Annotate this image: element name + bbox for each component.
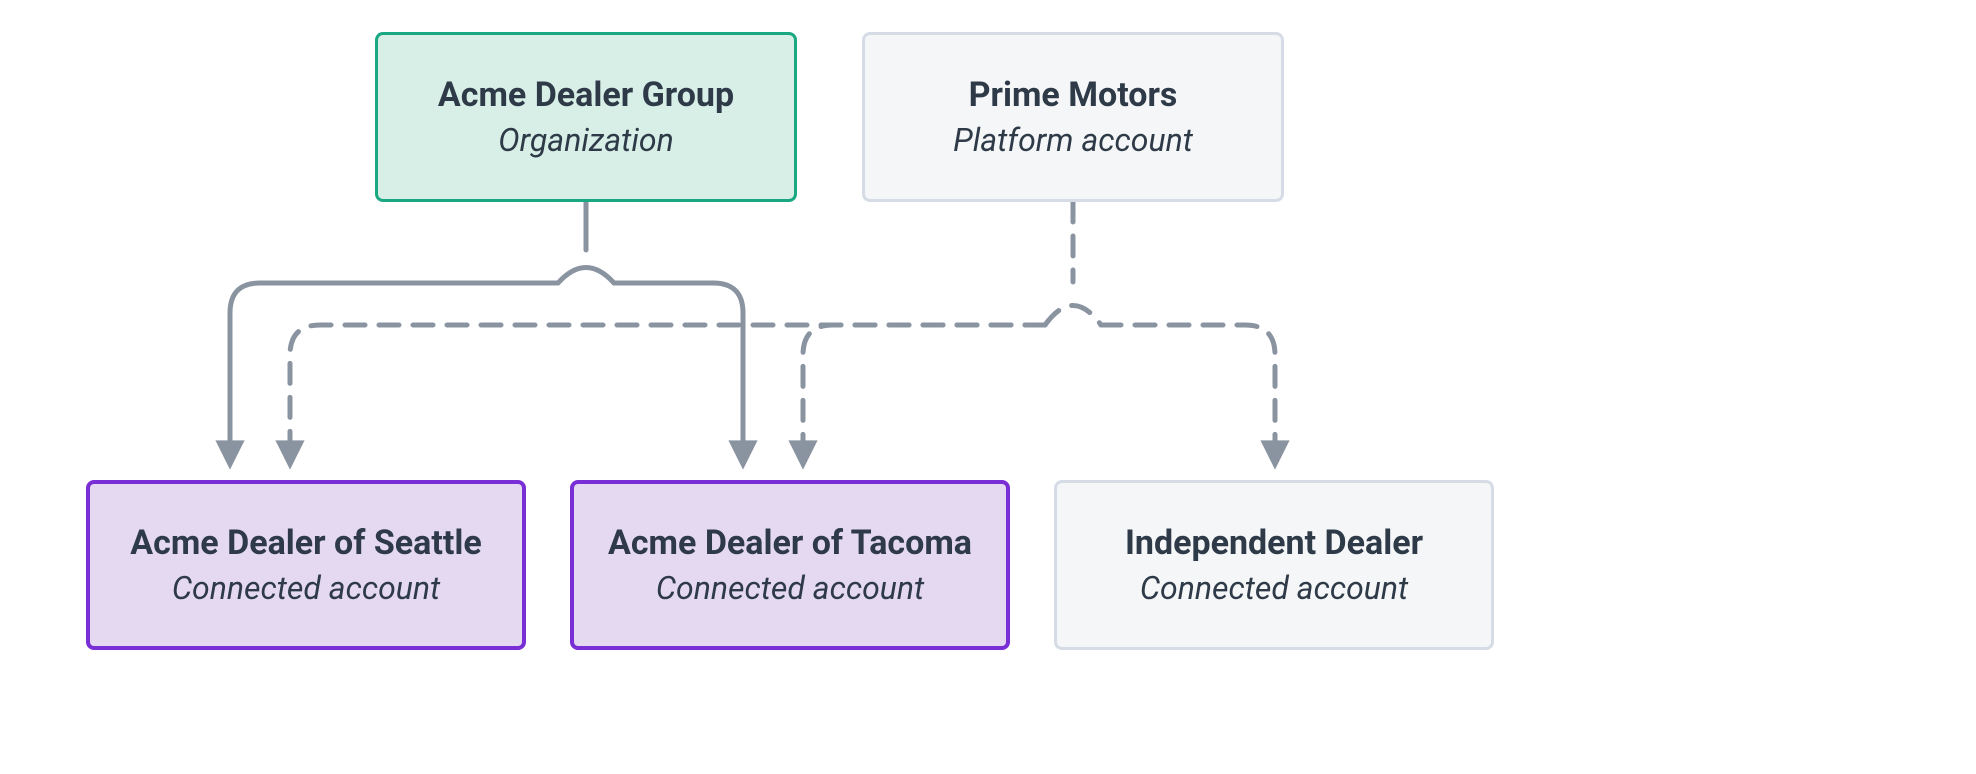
node-subtitle: Platform account: [953, 121, 1193, 159]
node-subtitle: Organization: [498, 121, 673, 159]
node-title: Prime Motors: [969, 75, 1178, 115]
node-subtitle: Connected account: [1140, 569, 1408, 607]
node-acme-seattle: Acme Dealer of Seattle Connected account: [86, 480, 526, 650]
edge-acme-group-fork: [230, 202, 743, 455]
node-acme-group: Acme Dealer Group Organization: [375, 32, 797, 202]
node-subtitle: Connected account: [172, 569, 440, 607]
node-prime-motors: Prime Motors Platform account: [862, 32, 1284, 202]
node-acme-tacoma: Acme Dealer of Tacoma Connected account: [570, 480, 1010, 650]
node-title: Acme Dealer of Seattle: [130, 523, 481, 563]
node-title: Acme Dealer of Tacoma: [608, 523, 972, 563]
node-title: Acme Dealer Group: [438, 75, 734, 115]
edge-prime-motors-fork: [290, 202, 1275, 455]
node-independent: Independent Dealer Connected account: [1054, 480, 1494, 650]
diagram-canvas: Acme Dealer Group Organization Prime Mot…: [0, 0, 1976, 774]
node-title: Independent Dealer: [1125, 523, 1423, 563]
node-subtitle: Connected account: [656, 569, 924, 607]
